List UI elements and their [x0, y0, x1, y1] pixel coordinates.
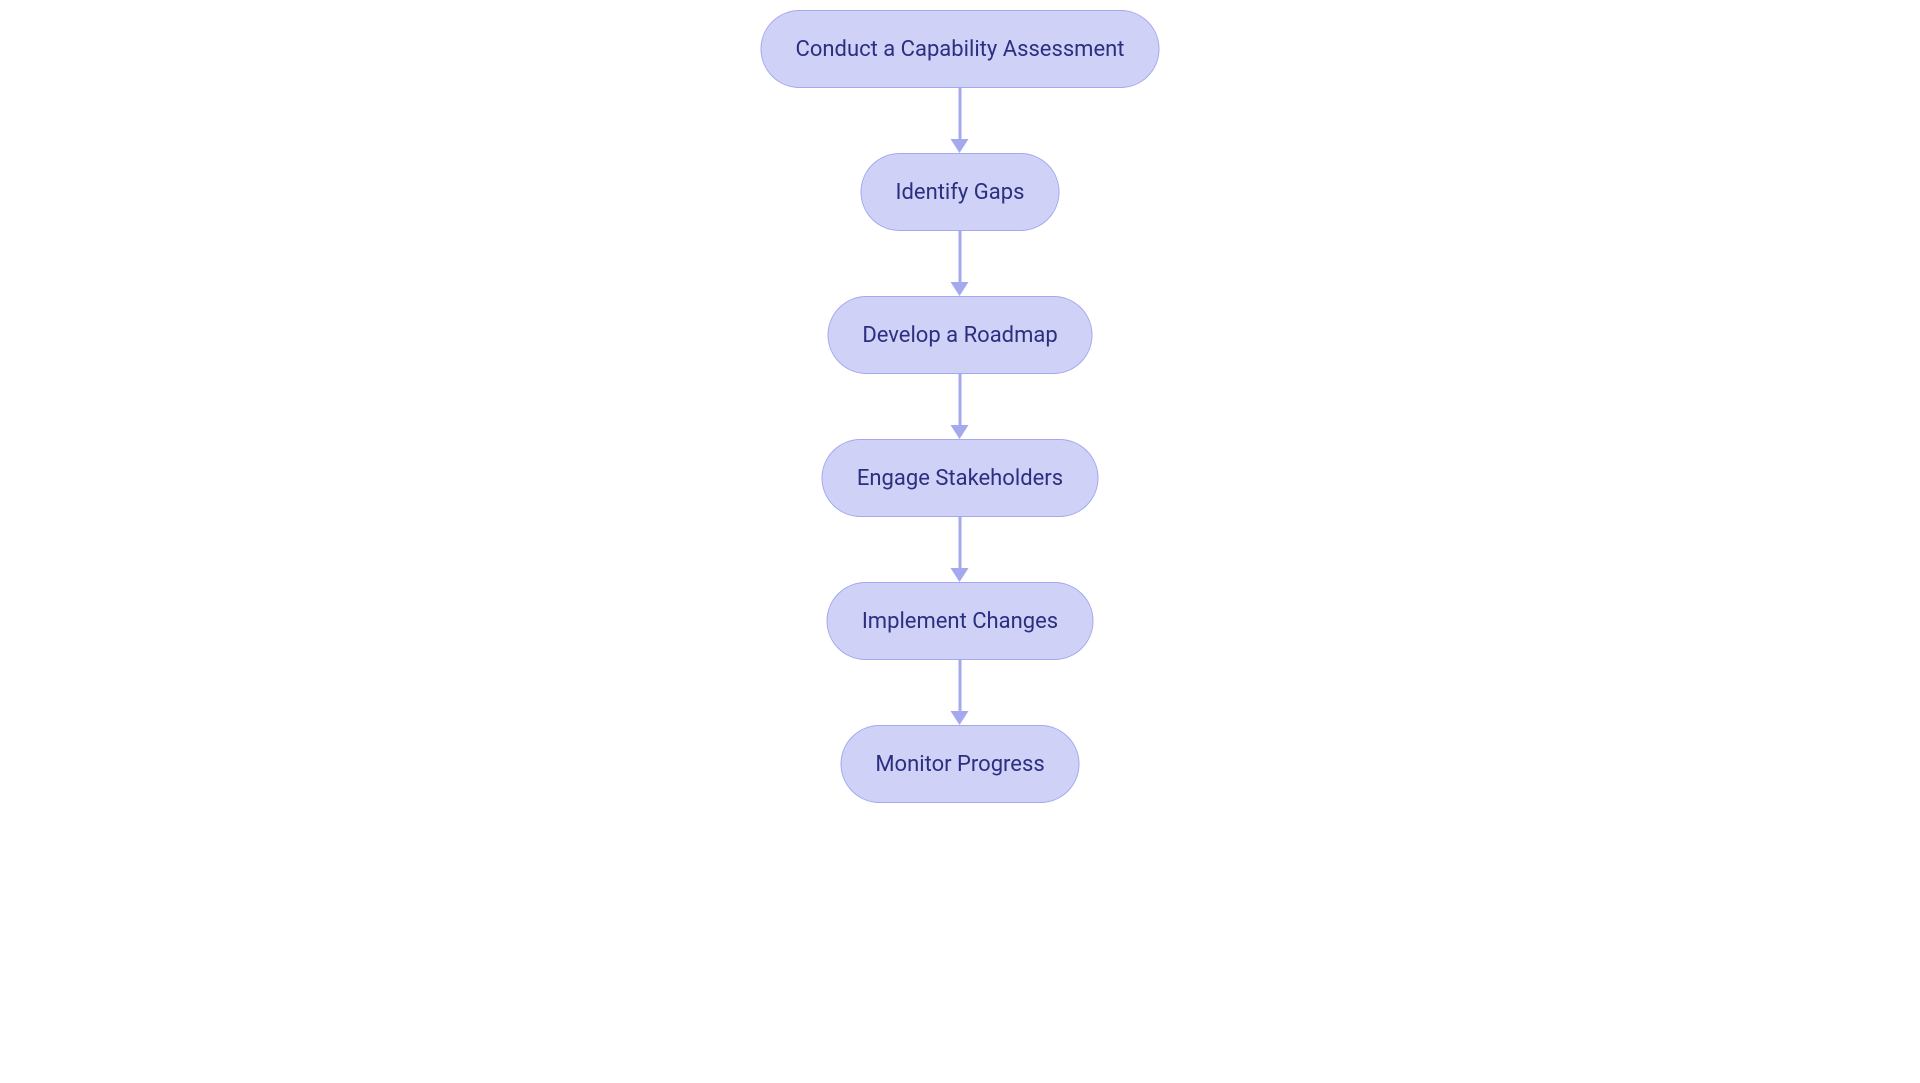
arrow-head-icon [951, 711, 969, 725]
flow-node-label: Identify Gaps [896, 180, 1025, 205]
flow-node-label: Conduct a Capability Assessment [796, 37, 1125, 62]
flow-node-n4: Engage Stakeholders [822, 439, 1098, 517]
flow-node-n3: Develop a Roadmap [827, 296, 1092, 374]
flow-arrow [951, 231, 969, 296]
arrow-line [959, 517, 962, 568]
flow-node-n2: Identify Gaps [861, 153, 1060, 231]
arrow-line [959, 374, 962, 425]
arrow-head-icon [951, 282, 969, 296]
flow-arrow [951, 88, 969, 153]
flow-arrow [951, 517, 969, 582]
flow-arrow [951, 374, 969, 439]
flow-node-label: Implement Changes [862, 609, 1058, 634]
flow-node-label: Develop a Roadmap [862, 323, 1057, 348]
flow-arrow [951, 660, 969, 725]
arrow-line [959, 231, 962, 282]
arrow-line [959, 88, 962, 139]
arrow-head-icon [951, 139, 969, 153]
flow-node-label: Engage Stakeholders [857, 466, 1063, 491]
flow-node-n1: Conduct a Capability Assessment [761, 10, 1160, 88]
arrow-line [959, 660, 962, 711]
arrow-head-icon [951, 568, 969, 582]
flow-node-n6: Monitor Progress [840, 725, 1079, 803]
flow-node-label: Monitor Progress [875, 752, 1044, 777]
arrow-head-icon [951, 425, 969, 439]
flowchart-container: Conduct a Capability Assessment Identify … [761, 10, 1160, 803]
flow-node-n5: Implement Changes [827, 582, 1093, 660]
